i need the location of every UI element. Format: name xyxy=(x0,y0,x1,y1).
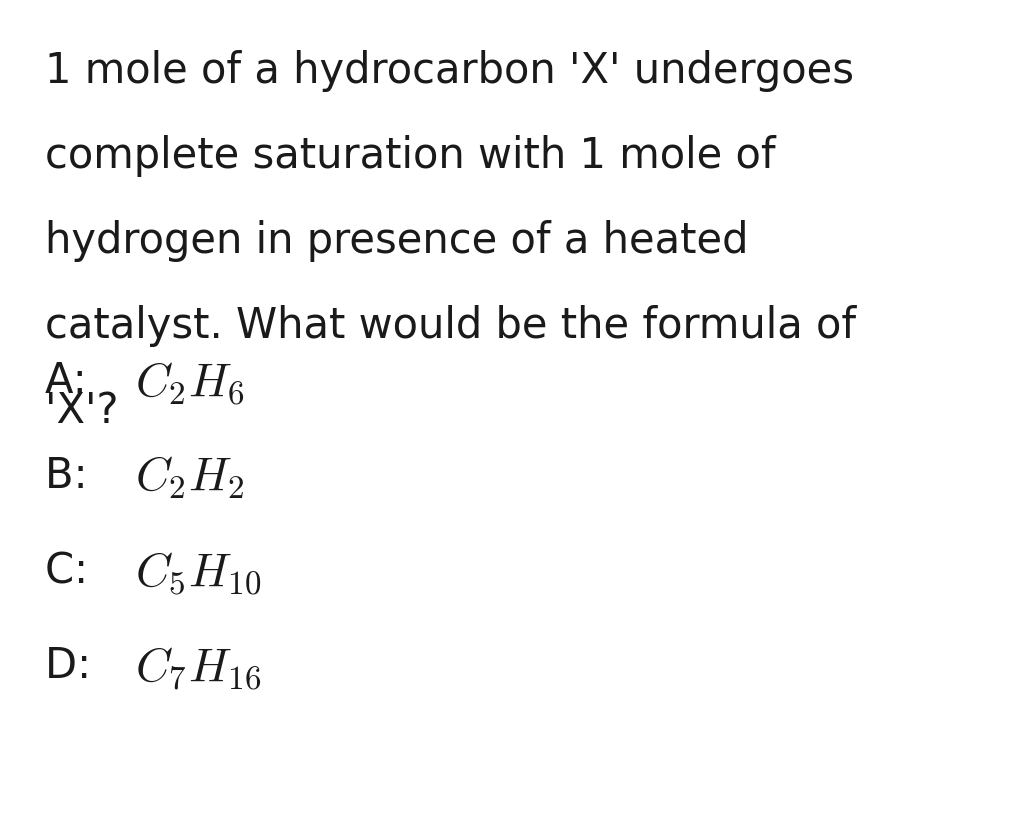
Text: $C_2H_2$: $C_2H_2$ xyxy=(135,455,245,501)
Text: complete saturation with 1 mole of: complete saturation with 1 mole of xyxy=(45,135,775,177)
Text: 'X'?: 'X'? xyxy=(45,390,119,432)
Text: A:: A: xyxy=(45,360,100,402)
Text: B:: B: xyxy=(45,455,101,497)
Text: $C_2H_6$: $C_2H_6$ xyxy=(135,360,245,406)
Text: $C_7H_{16}$: $C_7H_{16}$ xyxy=(135,645,261,690)
Text: catalyst. What would be the formula of: catalyst. What would be the formula of xyxy=(45,305,856,347)
Text: D:: D: xyxy=(45,645,104,687)
Text: 1 mole of a hydrocarbon 'X' undergoes: 1 mole of a hydrocarbon 'X' undergoes xyxy=(45,50,854,92)
Text: C:: C: xyxy=(45,550,101,592)
Text: hydrogen in presence of a heated: hydrogen in presence of a heated xyxy=(45,220,749,262)
Text: $C_5H_{10}$: $C_5H_{10}$ xyxy=(135,550,261,596)
